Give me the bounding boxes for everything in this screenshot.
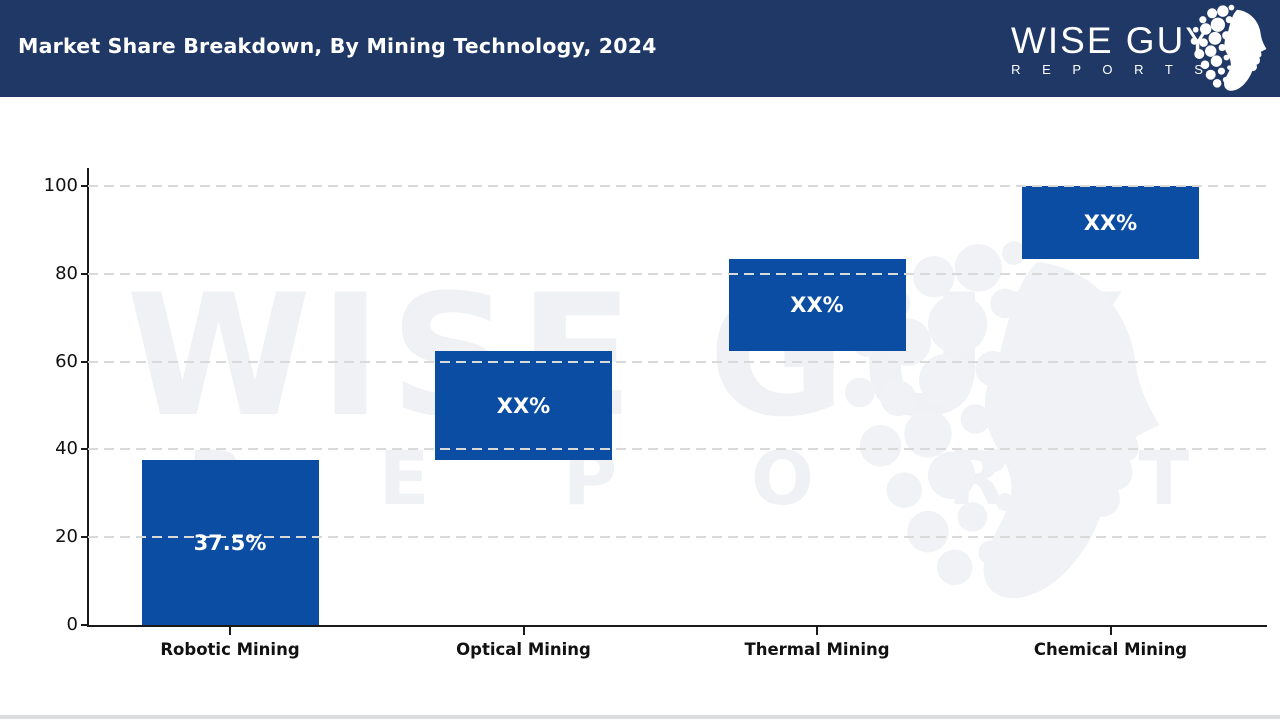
x-tick-1 bbox=[522, 627, 525, 635]
y-tick-label-60: 60 bbox=[55, 350, 78, 372]
y-tick-label-0: 0 bbox=[66, 614, 78, 635]
bar-value-label: XX% bbox=[790, 292, 844, 317]
gridline-y-20 bbox=[88, 536, 1266, 539]
y-tick-20 bbox=[81, 536, 88, 539]
chart-title: Market Share Breakdown, By Mining Techno… bbox=[18, 34, 657, 58]
bar-chemical-mining bbox=[1022, 186, 1199, 260]
bar-value-label: XX% bbox=[1083, 210, 1138, 235]
y-tick-label-100: 100 bbox=[43, 175, 78, 196]
gridline-y-100 bbox=[88, 185, 1266, 187]
bar-value-label: XX% bbox=[496, 393, 551, 418]
logo-reports-label: R E P O R T S bbox=[1011, 61, 1212, 77]
y-tick-60 bbox=[81, 360, 88, 363]
y-tick-80 bbox=[81, 272, 88, 275]
y-axis-spine bbox=[87, 168, 89, 627]
gridline-y-60 bbox=[88, 360, 1266, 363]
x-category-label: Optical Mining bbox=[456, 640, 591, 659]
logo-text: WISE GUY R E P O R T S bbox=[1011, 22, 1212, 77]
x-category-label: Robotic Mining bbox=[160, 640, 300, 659]
logo-wordmark: WISE GUY bbox=[1010, 19, 1212, 61]
x-axis-spine bbox=[87, 625, 1267, 627]
x-tick-0 bbox=[229, 627, 231, 635]
x-tick-2 bbox=[816, 627, 818, 635]
header-bar: Market Share Breakdown, By Mining Techno… bbox=[0, 0, 1280, 97]
x-category-label: Chemical Mining bbox=[1033, 640, 1188, 659]
x-tick-3 bbox=[1109, 627, 1112, 635]
y-tick-100 bbox=[81, 185, 88, 187]
y-tick-label-80: 80 bbox=[55, 262, 78, 284]
bar-optical-mining bbox=[435, 350, 612, 461]
y-tick-label-40: 40 bbox=[55, 438, 78, 460]
gridline-y-40 bbox=[88, 448, 1266, 451]
y-tick-0 bbox=[81, 624, 88, 626]
bar-robotic-mining bbox=[141, 460, 319, 625]
y-tick-40 bbox=[81, 448, 88, 451]
gridline-y-80 bbox=[88, 272, 1266, 275]
y-tick-label-20: 20 bbox=[55, 526, 78, 548]
x-category-label: Thermal Mining bbox=[744, 640, 890, 659]
wise-guy-reports-logo: WISE GUY R E P O R T S bbox=[1011, 2, 1270, 96]
bar-value-label: 37.5% bbox=[193, 530, 267, 555]
footer-strip bbox=[0, 715, 1280, 719]
